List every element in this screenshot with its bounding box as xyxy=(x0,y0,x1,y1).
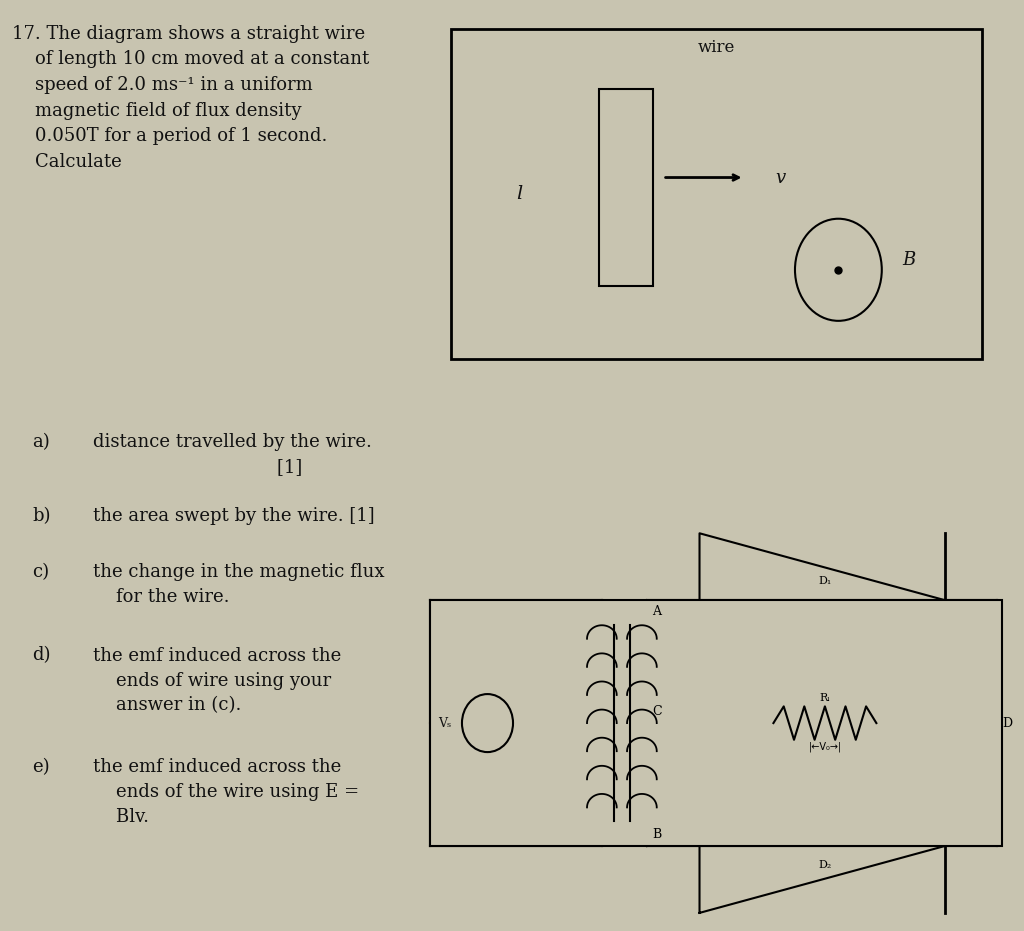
Text: v: v xyxy=(775,169,785,186)
Text: b): b) xyxy=(32,507,50,525)
Text: d): d) xyxy=(32,646,50,665)
Ellipse shape xyxy=(462,695,513,752)
Text: l: l xyxy=(517,185,523,203)
Text: Vₛ: Vₛ xyxy=(438,717,452,730)
Text: 17. The diagram shows a straight wire
    of length 10 cm moved at a constant
  : 17. The diagram shows a straight wire of… xyxy=(11,24,369,171)
Text: |←V₀→|: |←V₀→| xyxy=(808,742,842,752)
Text: the change in the magnetic flux
    for the wire.: the change in the magnetic flux for the … xyxy=(93,563,385,606)
Text: D: D xyxy=(1002,717,1013,730)
Text: Rₗ: Rₗ xyxy=(819,693,830,703)
Bar xyxy=(430,600,1002,846)
Text: B: B xyxy=(652,829,662,842)
Text: A: A xyxy=(652,605,662,618)
Text: c): c) xyxy=(32,563,49,581)
Text: D₁: D₁ xyxy=(818,576,831,587)
Text: [1]: [1] xyxy=(921,600,946,618)
Text: B: B xyxy=(902,250,915,268)
Text: D₂: D₂ xyxy=(818,860,831,870)
Ellipse shape xyxy=(795,219,882,321)
Text: C: C xyxy=(652,706,662,719)
Text: the emf induced across the
    ends of the wire using E =
    Blv.: the emf induced across the ends of the w… xyxy=(93,758,359,826)
Text: the area swept by the wire. [1]: the area swept by the wire. [1] xyxy=(93,507,375,525)
Text: the emf induced across the
    ends of wire using your
    answer in (c).: the emf induced across the ends of wire … xyxy=(93,646,342,714)
Text: e): e) xyxy=(32,758,49,776)
Bar xyxy=(451,29,982,358)
Bar xyxy=(599,88,652,286)
Text: wire: wire xyxy=(697,38,735,56)
Text: ~: ~ xyxy=(482,717,493,730)
Text: a): a) xyxy=(32,433,50,451)
Text: distance travelled by the wire.
                                [1]: distance travelled by the wire. [1] xyxy=(93,433,372,476)
